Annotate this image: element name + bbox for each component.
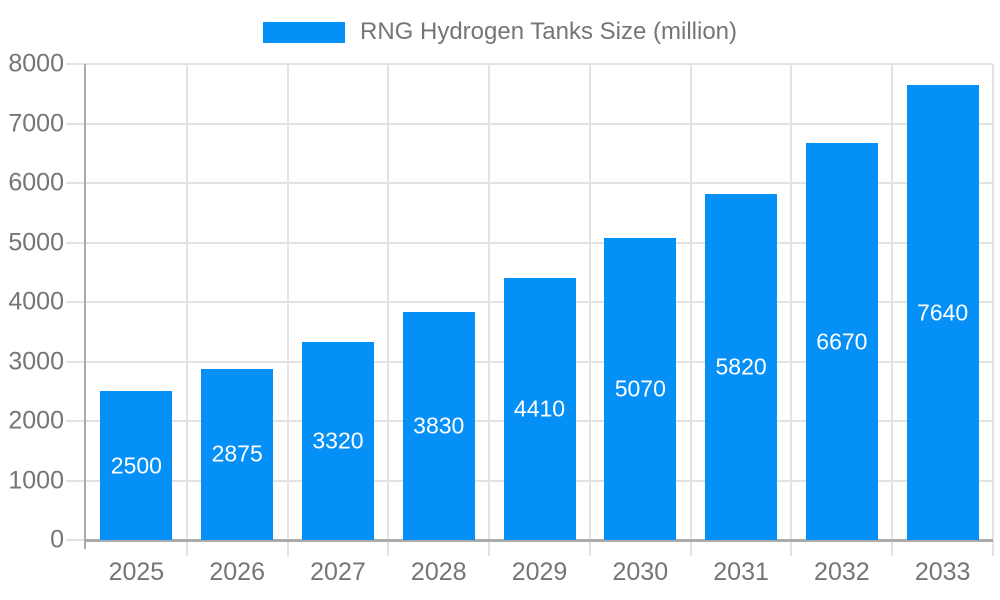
y-axis-tick — [66, 420, 86, 422]
gridline-vertical — [286, 64, 289, 540]
bar-cell: 4410 2029 — [489, 64, 590, 586]
gridline-vertical — [387, 64, 390, 540]
bar-cell: 3830 2028 — [388, 64, 489, 586]
y-tick-label: 8000 — [8, 49, 64, 78]
x-tick-label: 2028 — [410, 558, 467, 586]
gridline-vertical — [992, 64, 994, 540]
bar-value-label: 5820 — [715, 353, 767, 380]
bar-cell: 2500 2025 — [86, 64, 187, 586]
x-axis-tick — [689, 540, 692, 556]
bar-2029[interactable]: 4410 — [503, 277, 576, 540]
bar-2028[interactable]: 3830 — [402, 312, 475, 540]
y-axis-tick — [66, 241, 86, 244]
bar-value-label: 5070 — [614, 375, 666, 402]
y-tick-label: 1000 — [8, 466, 64, 494]
x-axis-tick — [992, 540, 994, 556]
y-tick-label: 4000 — [8, 287, 64, 316]
y-axis-tick — [66, 63, 86, 65]
gridline-horizontal — [86, 122, 993, 125]
gridline-vertical — [185, 64, 188, 540]
gridline-horizontal — [86, 241, 993, 244]
bar-value-label: 4410 — [513, 395, 566, 422]
y-axis-tick — [66, 301, 86, 303]
x-axis-tick — [790, 540, 793, 556]
x-axis-tick — [286, 540, 289, 556]
bar-cell: 5820 2031 — [691, 64, 792, 586]
plot-area: 0 1000 2000 3000 4000 5000 6000 7000 8000 2500 20… — [8, 50, 994, 586]
gridline-horizontal — [86, 63, 993, 65]
x-tick-label: 2027 — [310, 558, 366, 586]
x-tick-label: 2029 — [511, 558, 568, 586]
y-tick-label: 6000 — [8, 168, 64, 197]
y-tick-label: 7000 — [8, 109, 64, 137]
bar-cell: 5070 2030 — [590, 64, 691, 586]
x-tick-label: 2026 — [209, 558, 265, 586]
y-axis-tick — [66, 360, 86, 363]
bar-cell: 7640 2033 — [892, 64, 993, 586]
bar-value-label: 3830 — [413, 412, 465, 439]
bar-2033[interactable]: 7640 — [906, 85, 979, 540]
x-axis-tick — [891, 540, 894, 556]
bar-2031[interactable]: 5820 — [705, 193, 778, 540]
y-tick-label: 3000 — [8, 347, 64, 375]
x-axis-tick — [588, 540, 591, 556]
gridline-vertical — [588, 64, 591, 540]
bar-cell: 2875 2026 — [187, 64, 288, 586]
x-tick-label: 2025 — [108, 558, 165, 586]
bar-2027[interactable]: 3320 — [301, 342, 374, 540]
y-axis-tick — [66, 182, 86, 184]
bar-2026[interactable]: 2875 — [201, 368, 274, 540]
bar-value-label: 3320 — [312, 427, 364, 454]
gridline-vertical — [689, 64, 692, 540]
y-axis-tick — [66, 479, 86, 482]
bars-layer: 2500 2025 2875 2026 3320 2027 3830 2028 4410 2029… — [86, 64, 993, 586]
x-axis-tick — [185, 540, 188, 556]
bar-value-label: 2875 — [211, 440, 263, 467]
x-tick-label: 2031 — [713, 558, 769, 586]
legend-label: RNG Hydrogen Tanks Size (million) — [359, 18, 737, 45]
legend[interactable]: RNG Hydrogen Tanks Size (million) — [0, 18, 1000, 46]
y-tick-label: 2000 — [8, 406, 64, 435]
y-axis-line — [84, 64, 86, 549]
bar-value-label: 2500 — [110, 452, 162, 479]
y-tick-label: 0 — [50, 525, 64, 554]
x-tick-label: 2033 — [914, 558, 971, 586]
gridline-vertical — [891, 64, 894, 540]
x-axis-tick — [488, 540, 491, 556]
x-tick-label: 2030 — [612, 558, 669, 586]
gridline-vertical — [790, 64, 793, 540]
legend-swatch — [262, 21, 345, 43]
bar-cell: 6670 2032 — [791, 64, 892, 586]
y-axis-tick — [66, 539, 86, 541]
bar-2030[interactable]: 5070 — [604, 238, 677, 540]
gridline-horizontal — [86, 182, 993, 184]
bar-value-label: 6670 — [816, 328, 868, 355]
y-axis-tick — [66, 122, 86, 125]
x-axis-tick — [387, 540, 390, 556]
y-tick-label: 5000 — [8, 228, 64, 256]
gridline-vertical — [488, 64, 491, 540]
x-axis-line — [84, 539, 993, 542]
bar-value-label: 7640 — [917, 299, 969, 326]
x-tick-label: 2032 — [814, 558, 870, 586]
bar-cell: 3320 2027 — [288, 64, 389, 586]
bar-2025[interactable]: 2500 — [100, 391, 173, 540]
bar-2032[interactable]: 6670 — [805, 143, 878, 540]
